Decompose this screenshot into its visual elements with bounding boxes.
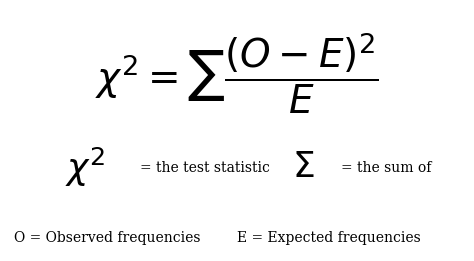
Text: = the test statistic: = the test statistic bbox=[140, 161, 270, 175]
Text: O = Observed frequencies: O = Observed frequencies bbox=[14, 230, 201, 245]
Text: E = Expected frequencies: E = Expected frequencies bbox=[237, 230, 421, 245]
Text: $\chi^2$: $\chi^2$ bbox=[65, 145, 105, 189]
Text: $\Sigma$: $\Sigma$ bbox=[292, 150, 315, 184]
Text: = the sum of: = the sum of bbox=[341, 161, 432, 175]
Text: $\chi^2 = \sum \dfrac{(O - E)^2}{E}$: $\chi^2 = \sum \dfrac{(O - E)^2}{E}$ bbox=[95, 30, 379, 116]
